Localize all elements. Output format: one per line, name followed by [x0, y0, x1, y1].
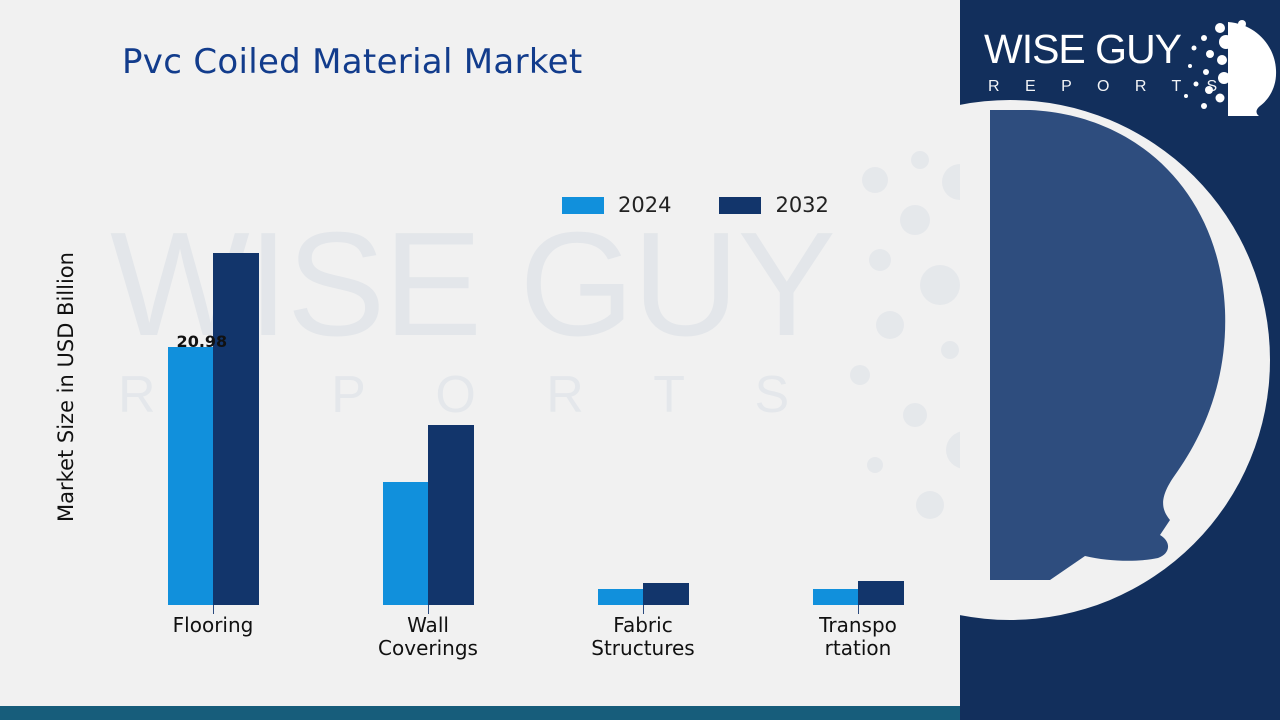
bar-2032[interactable] [857, 581, 904, 605]
y-axis-title: Market Size in USD Billion [54, 252, 78, 522]
brand-logo: WISE GUY R E P O R T S [978, 20, 1277, 118]
head-silhouette-icon [990, 110, 1226, 580]
x-axis-label: Wall Coverings [378, 613, 478, 661]
bar-2024[interactable] [382, 482, 428, 605]
bottom-accent-bar [0, 706, 960, 720]
x-axis-tick [428, 605, 429, 614]
bar-group [783, 180, 933, 605]
bar-group [353, 180, 503, 605]
bar-2032[interactable] [212, 253, 259, 605]
legend-swatch-2024-icon [562, 196, 604, 214]
brand-head-dots-icon [1184, 20, 1277, 116]
bar-2024[interactable] [167, 347, 213, 605]
brand-logo-wise-guy: WISE GUY [984, 26, 1182, 72]
brand-logo-reports: R E P O R T S [988, 78, 1228, 95]
x-axis-tick [858, 605, 859, 614]
plot-area: 20.98 [100, 180, 940, 605]
bar-2032[interactable] [427, 425, 474, 605]
x-axis-tick [213, 605, 214, 614]
x-axis-label: Fabric Structures [591, 613, 695, 661]
bar-2024[interactable] [597, 589, 643, 605]
bar-2032[interactable] [642, 583, 689, 605]
legend-item-2032[interactable]: 2032 [719, 193, 829, 217]
x-axis-label: Transpo rtation [819, 613, 897, 661]
bar-group: 20.98 [138, 180, 288, 605]
x-axis: Flooring Wall Coverings Fabric Structures Tra… [100, 605, 940, 705]
bar-group [568, 180, 718, 605]
legend-label-2032: 2032 [775, 193, 829, 217]
chart-panel: WISE GUY R E P O R T S Pvc Coiled Materi… [54, 42, 960, 705]
brand-panel: WISE GUY R E P O R T S [960, 0, 1280, 720]
bar-value-label: 20.98 [176, 332, 228, 351]
legend-item-2024[interactable]: 2024 [562, 193, 671, 217]
x-axis-label: Flooring [172, 613, 254, 637]
legend-swatch-2032-icon [719, 196, 762, 214]
x-axis-tick [643, 605, 644, 614]
chart-legend: 2024 2032 [562, 193, 829, 217]
page-title: Pvc Coiled Material Market [122, 42, 583, 82]
bar-2024[interactable] [812, 589, 858, 605]
legend-label-2024: 2024 [618, 193, 672, 217]
